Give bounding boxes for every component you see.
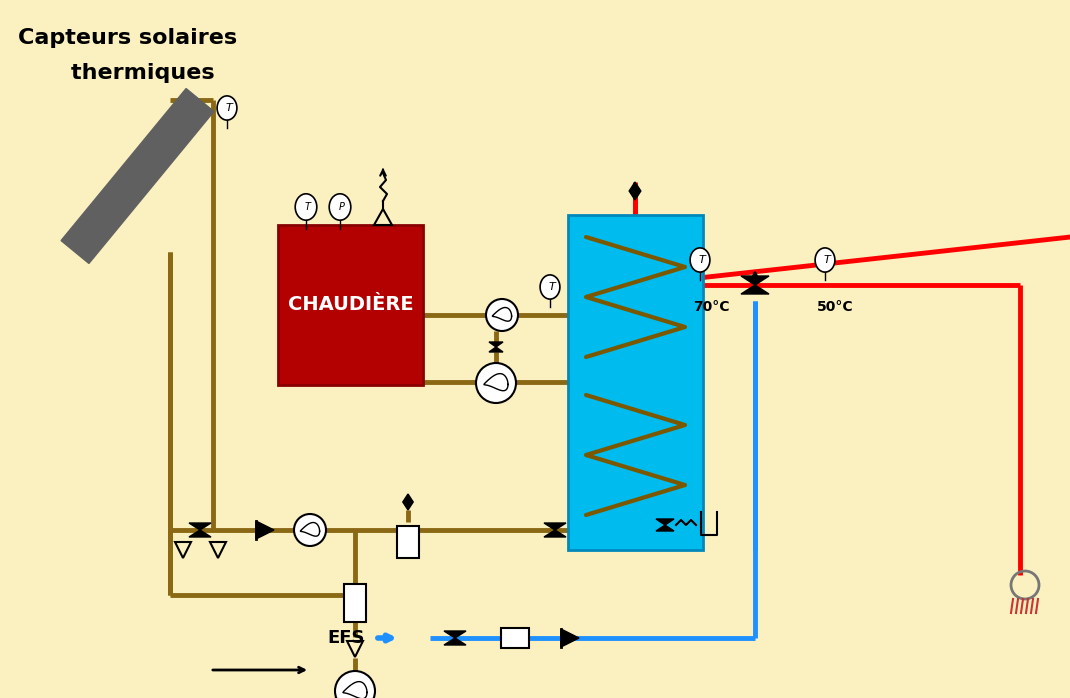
Polygon shape xyxy=(561,629,579,647)
Text: CHAUDIÈRE: CHAUDIÈRE xyxy=(288,295,413,315)
Text: T: T xyxy=(699,255,705,265)
Bar xyxy=(278,225,423,385)
Ellipse shape xyxy=(330,194,351,220)
Text: 70°C: 70°C xyxy=(692,300,730,314)
Ellipse shape xyxy=(815,248,835,272)
Circle shape xyxy=(486,299,518,331)
Polygon shape xyxy=(544,523,566,537)
Bar xyxy=(568,215,703,550)
Ellipse shape xyxy=(295,194,317,220)
Circle shape xyxy=(476,363,516,403)
Bar xyxy=(501,628,529,648)
Ellipse shape xyxy=(690,248,709,272)
Text: P: P xyxy=(339,202,345,212)
Polygon shape xyxy=(256,521,274,539)
Polygon shape xyxy=(61,89,214,263)
Polygon shape xyxy=(742,276,769,294)
Ellipse shape xyxy=(540,275,560,299)
Polygon shape xyxy=(489,342,503,352)
Polygon shape xyxy=(629,182,641,200)
Ellipse shape xyxy=(217,96,236,120)
Text: thermiques: thermiques xyxy=(40,63,215,83)
Text: T: T xyxy=(549,282,555,292)
Text: 50°C: 50°C xyxy=(816,300,853,314)
Text: Capteurs solaires: Capteurs solaires xyxy=(18,28,238,48)
Polygon shape xyxy=(444,631,467,645)
Polygon shape xyxy=(402,494,413,510)
Text: EFS: EFS xyxy=(327,629,365,647)
Text: T: T xyxy=(305,202,311,212)
Text: T: T xyxy=(824,255,830,265)
Text: T: T xyxy=(226,103,232,113)
Circle shape xyxy=(294,514,326,546)
Polygon shape xyxy=(656,519,674,531)
Polygon shape xyxy=(189,523,211,537)
Circle shape xyxy=(335,671,374,698)
Bar xyxy=(397,526,419,558)
Bar xyxy=(343,584,366,622)
